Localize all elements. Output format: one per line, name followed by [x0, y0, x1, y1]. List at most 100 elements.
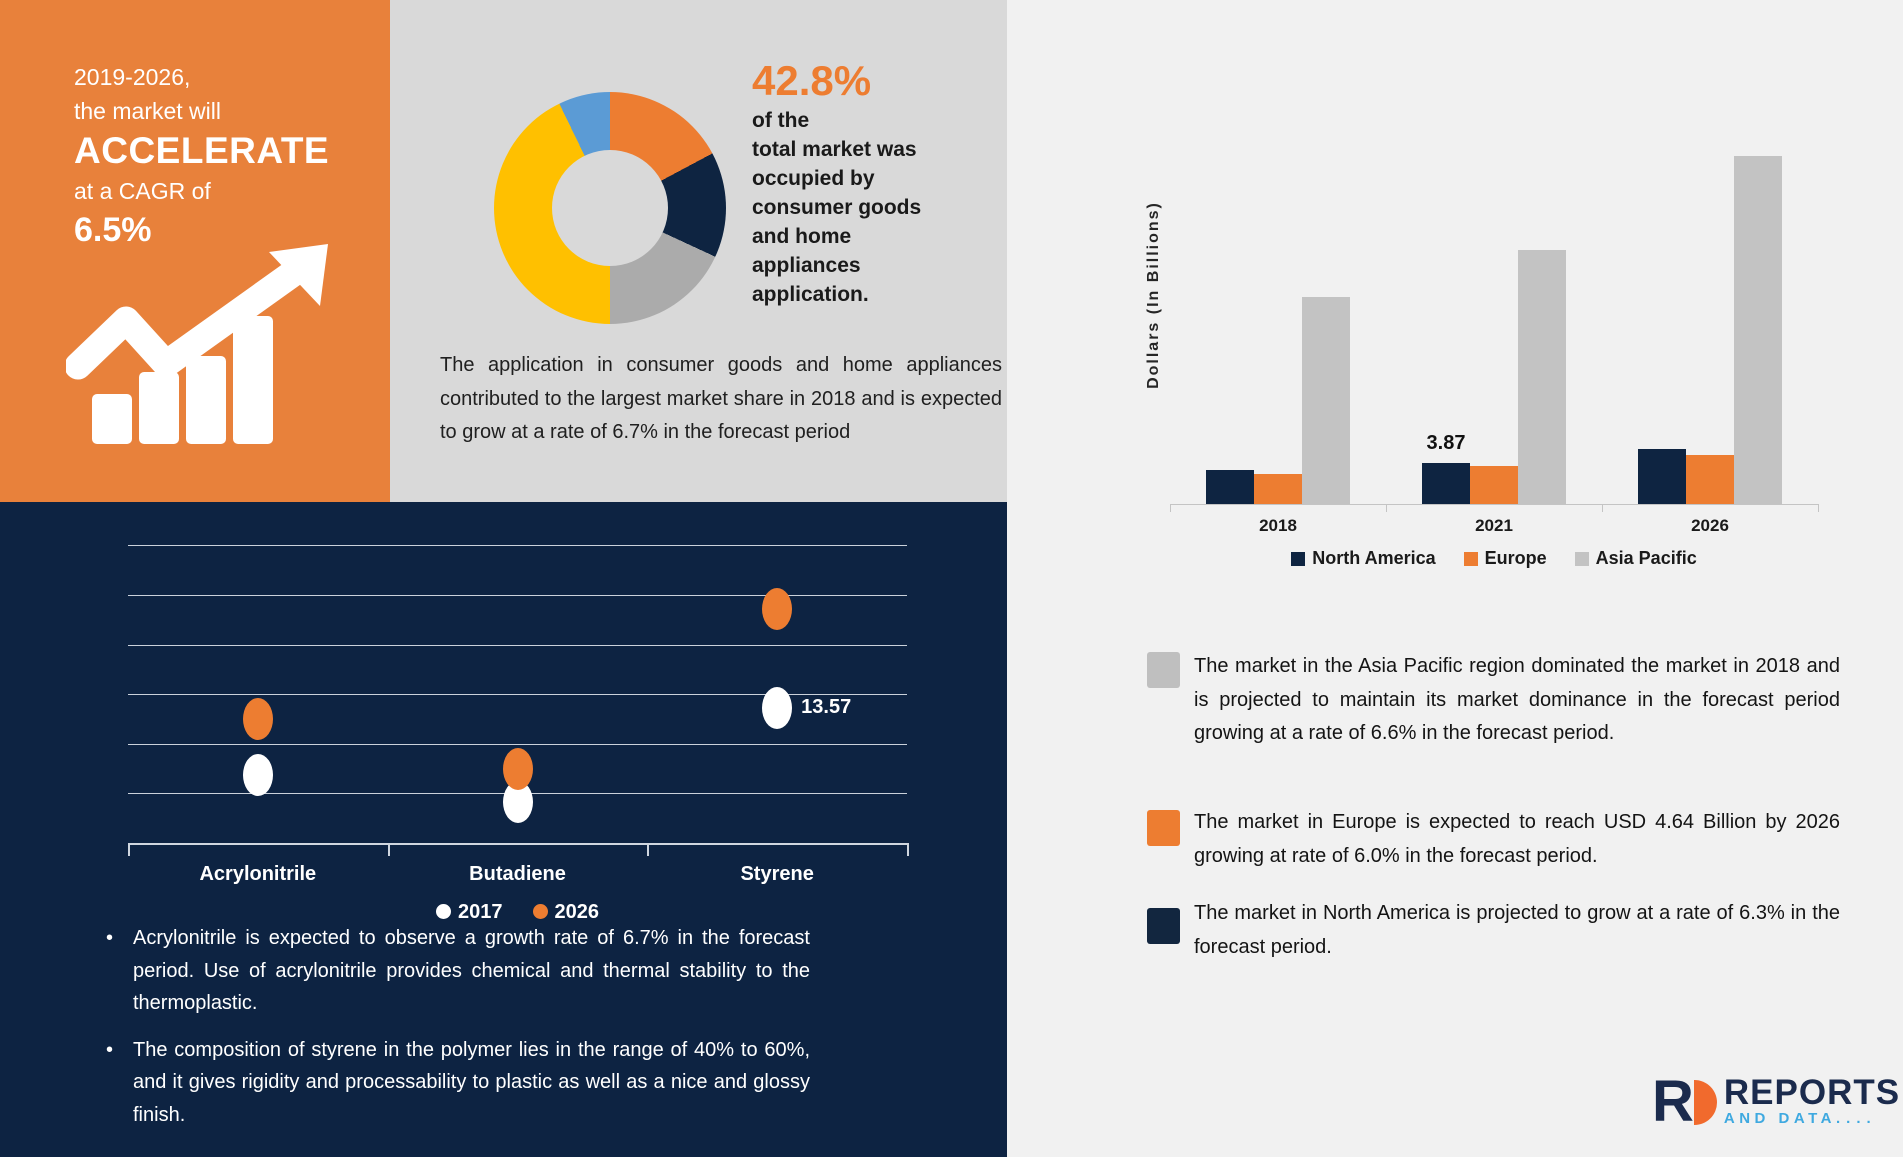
stat-value: 42.8% [752, 57, 872, 104]
legend-label: 2017 [458, 901, 503, 923]
dot-plot-x-axis [128, 843, 907, 845]
legend-item-europe: Europe [1463, 548, 1547, 569]
list-item: • The composition of styrene in the poly… [84, 1034, 810, 1132]
dot-2026-butadiene [503, 748, 533, 790]
logo-reports-text: REPORTS [1723, 1073, 1901, 1112]
note-text: The market in Europe is expected to reac… [1194, 811, 1840, 867]
bar-asia-pacific-2018 [1302, 297, 1350, 504]
legend-swatch [1574, 551, 1589, 566]
bar-europe-2026 [1686, 455, 1734, 504]
bar-chart-legend: North America Europe Asia Pacific [1170, 548, 1818, 569]
dot-2026-acrylonitrile [243, 698, 273, 740]
donut-hole [552, 150, 668, 266]
bullet-dot: • [106, 927, 114, 949]
bar-asia-pacific-2021 [1518, 250, 1566, 504]
legend-item-north-america: North America [1291, 548, 1436, 569]
plot-gridline [128, 744, 907, 746]
stat-line: of the [752, 109, 810, 132]
plot-gridline [128, 595, 907, 597]
application-donut-chart [494, 92, 726, 324]
dot-2017-acrylonitrile [243, 754, 273, 796]
monomer-notes: • Acrylonitrile is expected to observe a… [84, 922, 810, 1145]
x-tick-label: 2026 [1691, 516, 1729, 535]
cagr-promo-text: 2019-2026, the market will ACCELERATE at… [74, 60, 329, 252]
note-text: The market in the Asia Pacific region do… [1194, 655, 1840, 744]
stat-line: appliances [752, 254, 861, 277]
legend-label: Europe [1484, 548, 1547, 568]
regional-panel: Dollars (In Billions) 2018 2021 2026 3.87 No… [1007, 0, 1903, 1157]
bullet-dot: • [106, 1038, 114, 1061]
dot-data-label: 13.57 [801, 696, 852, 718]
logo-r-mark: R [1652, 1069, 1694, 1134]
plot-gridline [128, 645, 907, 647]
plot-gridline [128, 694, 907, 696]
application-stat: 42.8% of the total market was occupied by c… [752, 56, 1000, 309]
x-tick-label: 2021 [1475, 516, 1513, 535]
application-panel: 42.8% of the total market was occupied by c… [390, 0, 1007, 502]
promo-line1: the market will [74, 98, 221, 124]
stat-line: consumer goods [752, 196, 922, 219]
bar-europe-2018 [1254, 474, 1302, 504]
promo-period: 2019-2026, [74, 64, 191, 90]
legend-label: Asia Pacific [1595, 548, 1697, 568]
category-label-acrylonitrile: Acrylonitrile [199, 863, 317, 885]
note-text: The market in North America is projected… [1194, 902, 1840, 958]
bar-data-label: 3.87 [1426, 431, 1466, 454]
north-america-swatch [1147, 908, 1180, 944]
legend-label: North America [1312, 548, 1436, 568]
legend-swatch [1463, 551, 1478, 566]
x-tick-label: 2018 [1259, 516, 1297, 535]
stat-text: of the total market was occupied by consume… [752, 106, 1000, 309]
axis-tick [1602, 504, 1604, 512]
bar-north-america-2021 [1422, 463, 1470, 504]
dot-2026-styrene [762, 588, 792, 630]
axis-tick [1818, 504, 1820, 512]
axis-tick [647, 843, 649, 856]
axis-tick [128, 843, 130, 856]
logo-and-data-label: AND DATA [1723, 1110, 1836, 1127]
europe-swatch [1147, 810, 1180, 846]
dot-plot-legend: 2017 2026 [128, 901, 907, 924]
bar-north-america-2018 [1206, 470, 1254, 504]
note-text: Acrylonitrile is expected to observe a g… [133, 927, 810, 1014]
legend-item-asia-pacific: Asia Pacific [1574, 548, 1697, 569]
growth-arrow-icon [66, 244, 328, 444]
logo-d-mark-icon [1693, 1079, 1717, 1125]
stat-line: total market was [752, 138, 917, 161]
asia-pacific-swatch [1147, 652, 1180, 688]
axis-tick [1170, 504, 1172, 512]
note-text: The composition of styrene in the polyme… [133, 1038, 810, 1126]
legend-item-2026: 2026 [532, 901, 600, 924]
highlight-panel: 2019-2026, the market will ACCELERATE at… [0, 0, 390, 502]
reports-and-data-logo: R REPORTS AND DATA.... [1652, 1069, 1901, 1134]
category-label-butadiene: Butadiene [469, 863, 566, 885]
dot-2017-styrene [762, 687, 792, 729]
promo-line2: at a CAGR of [74, 178, 211, 204]
list-item: • Acrylonitrile is expected to observe a… [84, 922, 810, 1020]
promo-cagr-value: 6.5% [74, 211, 152, 249]
category-label-styrene: Styrene [740, 863, 814, 885]
logo-dots: .... [1836, 1110, 1877, 1127]
bar-europe-2021 [1470, 466, 1518, 504]
axis-tick [388, 843, 390, 856]
logo-and-data-text: AND DATA.... [1724, 1110, 1900, 1128]
bar-x-axis [1170, 504, 1818, 506]
axis-tick [1386, 504, 1388, 512]
bar-north-america-2026 [1638, 449, 1686, 504]
plot-gridline [128, 545, 907, 547]
stat-line: occupied by [752, 167, 875, 190]
legend-dot [436, 904, 451, 919]
bar-chart-y-axis-label: Dollars (In Billions) [1145, 201, 1162, 389]
legend-label: 2026 [554, 901, 600, 923]
monomer-panel: Acrylonitrile Butadiene Styrene 13.57 2017 20… [0, 502, 1007, 1157]
axis-tick [907, 843, 909, 856]
promo-accelerate: ACCELERATE [74, 130, 330, 171]
stat-line: application. [752, 283, 869, 306]
bar-asia-pacific-2026 [1734, 156, 1782, 504]
legend-dot [532, 904, 548, 919]
stat-line: and home [752, 225, 852, 248]
application-caption: The application in consumer goods and ho… [440, 354, 1002, 443]
legend-item-2017: 2017 [436, 901, 503, 924]
legend-swatch [1291, 551, 1306, 566]
